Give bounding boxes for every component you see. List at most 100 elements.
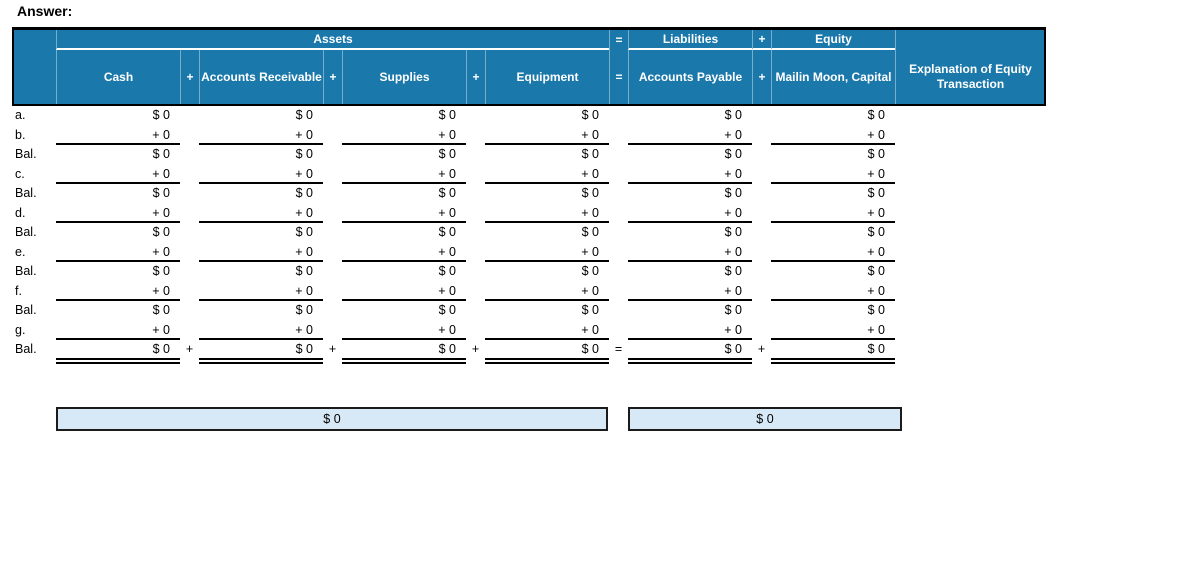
cell-explanation (895, 243, 1045, 263)
table-row: Bal. $ 0 $ 0 $ 0 $ 0 $ 0 $ 0 (14, 223, 1046, 243)
cell-capital: $ 0 (867, 303, 885, 317)
row-label: Bal. (15, 186, 37, 200)
cell-explanation (895, 223, 1045, 243)
double-rule-row (14, 360, 1046, 364)
header-equals-sign: = (609, 30, 628, 50)
cell-equipment: + 0 (485, 165, 609, 184)
cell-supplies: + 0 (342, 321, 466, 340)
cell-capital: $ 0 (867, 264, 885, 278)
operator-cell (609, 126, 628, 146)
header-col-equipment: Equipment (485, 50, 609, 104)
cell-capital: $ 0 (867, 108, 885, 122)
cell-explanation (895, 106, 1045, 126)
operator-cell (752, 106, 771, 126)
cell-accounts-payable: + 0 (628, 321, 752, 340)
cell-supplies: + 0 (342, 243, 466, 262)
operator-cell (609, 301, 628, 321)
operator-cell (466, 204, 485, 224)
cell-cash: $ 0 (152, 225, 170, 239)
operator-cell (609, 165, 628, 185)
operator-cell: = (614, 342, 623, 356)
cell-accounts-receivable: $ 0 (295, 225, 313, 239)
header-group-assets: Assets (56, 30, 609, 50)
table-row: Bal. $ 0 $ 0 $ 0 $ 0 $ 0 $ 0 (14, 145, 1046, 165)
assets-total-field[interactable]: $ 0 (56, 407, 608, 431)
operator-cell (180, 262, 199, 282)
cell-accounts-payable: + 0 (628, 204, 752, 223)
operator-cell (752, 126, 771, 146)
double-rule-spacer (14, 360, 56, 364)
cell-capital: + 0 (771, 126, 895, 145)
table-row: f. + 0 + 0 + 0 + 0 + 0 + 0 (14, 282, 1046, 302)
row-label: g. (15, 322, 26, 337)
row-label: Bal. (15, 225, 37, 239)
table-header: Assets = Liabilities + Equity Cash + Acc… (12, 27, 1046, 106)
cell-capital: + 0 (771, 321, 895, 340)
operator-cell (180, 301, 199, 321)
cell-accounts-receivable: + 0 (199, 204, 323, 223)
row-label: d. (15, 205, 26, 220)
operator-cell (609, 282, 628, 302)
row-label: f. (15, 283, 22, 298)
cell-accounts-payable: $ 0 (724, 303, 742, 317)
operator-cell (466, 106, 485, 126)
operator-cell (752, 145, 771, 165)
double-rule-spacer (323, 360, 342, 364)
operator-cell (466, 184, 485, 204)
row-label: Bal. (15, 303, 37, 317)
table-row: a. $ 0 $ 0 $ 0 $ 0 $ 0 $ 0 (14, 106, 1046, 126)
cell-accounts-payable: + 0 (628, 165, 752, 184)
operator-cell (323, 126, 342, 146)
cell-equipment: + 0 (485, 321, 609, 340)
cell-cash: + 0 (56, 165, 180, 184)
header-explanation-top-cell (895, 30, 1045, 50)
double-rule-spacer (180, 360, 199, 364)
cell-supplies: + 0 (342, 204, 466, 223)
liabilities-equity-total-field[interactable]: $ 0 (628, 407, 902, 431)
cell-supplies: + 0 (342, 165, 466, 184)
cell-equipment: $ 0 (581, 186, 599, 200)
operator-cell (752, 321, 771, 341)
operator-cell (180, 223, 199, 243)
row-label: Bal. (15, 147, 37, 161)
operator-cell (752, 204, 771, 224)
table-row: Bal. $ 0 $ 0 $ 0 $ 0 $ 0 $ 0 (14, 301, 1046, 321)
operator-cell (323, 223, 342, 243)
cell-capital: $ 0 (771, 340, 895, 360)
header-col-cash: Cash (56, 50, 180, 104)
header-plus-sign: + (323, 50, 342, 104)
cell-capital: + 0 (771, 204, 895, 223)
table-row: Bal. $ 0 $ 0 $ 0 $ 0 $ 0 $ 0 (14, 184, 1046, 204)
cell-equipment: + 0 (485, 243, 609, 262)
operator-cell (466, 243, 485, 263)
operator-cell (752, 243, 771, 263)
operator-cell (323, 184, 342, 204)
operator-cell (466, 262, 485, 282)
double-rule-cash (56, 360, 180, 364)
operator-cell (180, 184, 199, 204)
cell-accounts-receivable: $ 0 (199, 340, 323, 360)
cell-accounts-receivable: $ 0 (295, 303, 313, 317)
header-plus-sign: + (466, 50, 485, 104)
cell-supplies: $ 0 (438, 108, 456, 122)
operator-cell (609, 223, 628, 243)
cell-cash: + 0 (56, 321, 180, 340)
operator-cell (609, 106, 628, 126)
operator-cell (752, 282, 771, 302)
cell-supplies: $ 0 (438, 186, 456, 200)
cell-cash: $ 0 (152, 186, 170, 200)
cell-accounts-payable: $ 0 (724, 147, 742, 161)
cell-equipment: $ 0 (581, 264, 599, 278)
operator-cell (752, 301, 771, 321)
cell-accounts-payable: $ 0 (724, 264, 742, 278)
cell-cash: $ 0 (152, 303, 170, 317)
double-rule-capital (771, 360, 895, 364)
operator-cell (323, 204, 342, 224)
cell-capital: + 0 (771, 165, 895, 184)
cell-accounts-receivable: $ 0 (295, 147, 313, 161)
operator-cell (752, 262, 771, 282)
cell-accounts-payable: $ 0 (724, 225, 742, 239)
table-row: b. + 0 + 0 + 0 + 0 + 0 + 0 (14, 126, 1046, 146)
table-row: d. + 0 + 0 + 0 + 0 + 0 + 0 (14, 204, 1046, 224)
